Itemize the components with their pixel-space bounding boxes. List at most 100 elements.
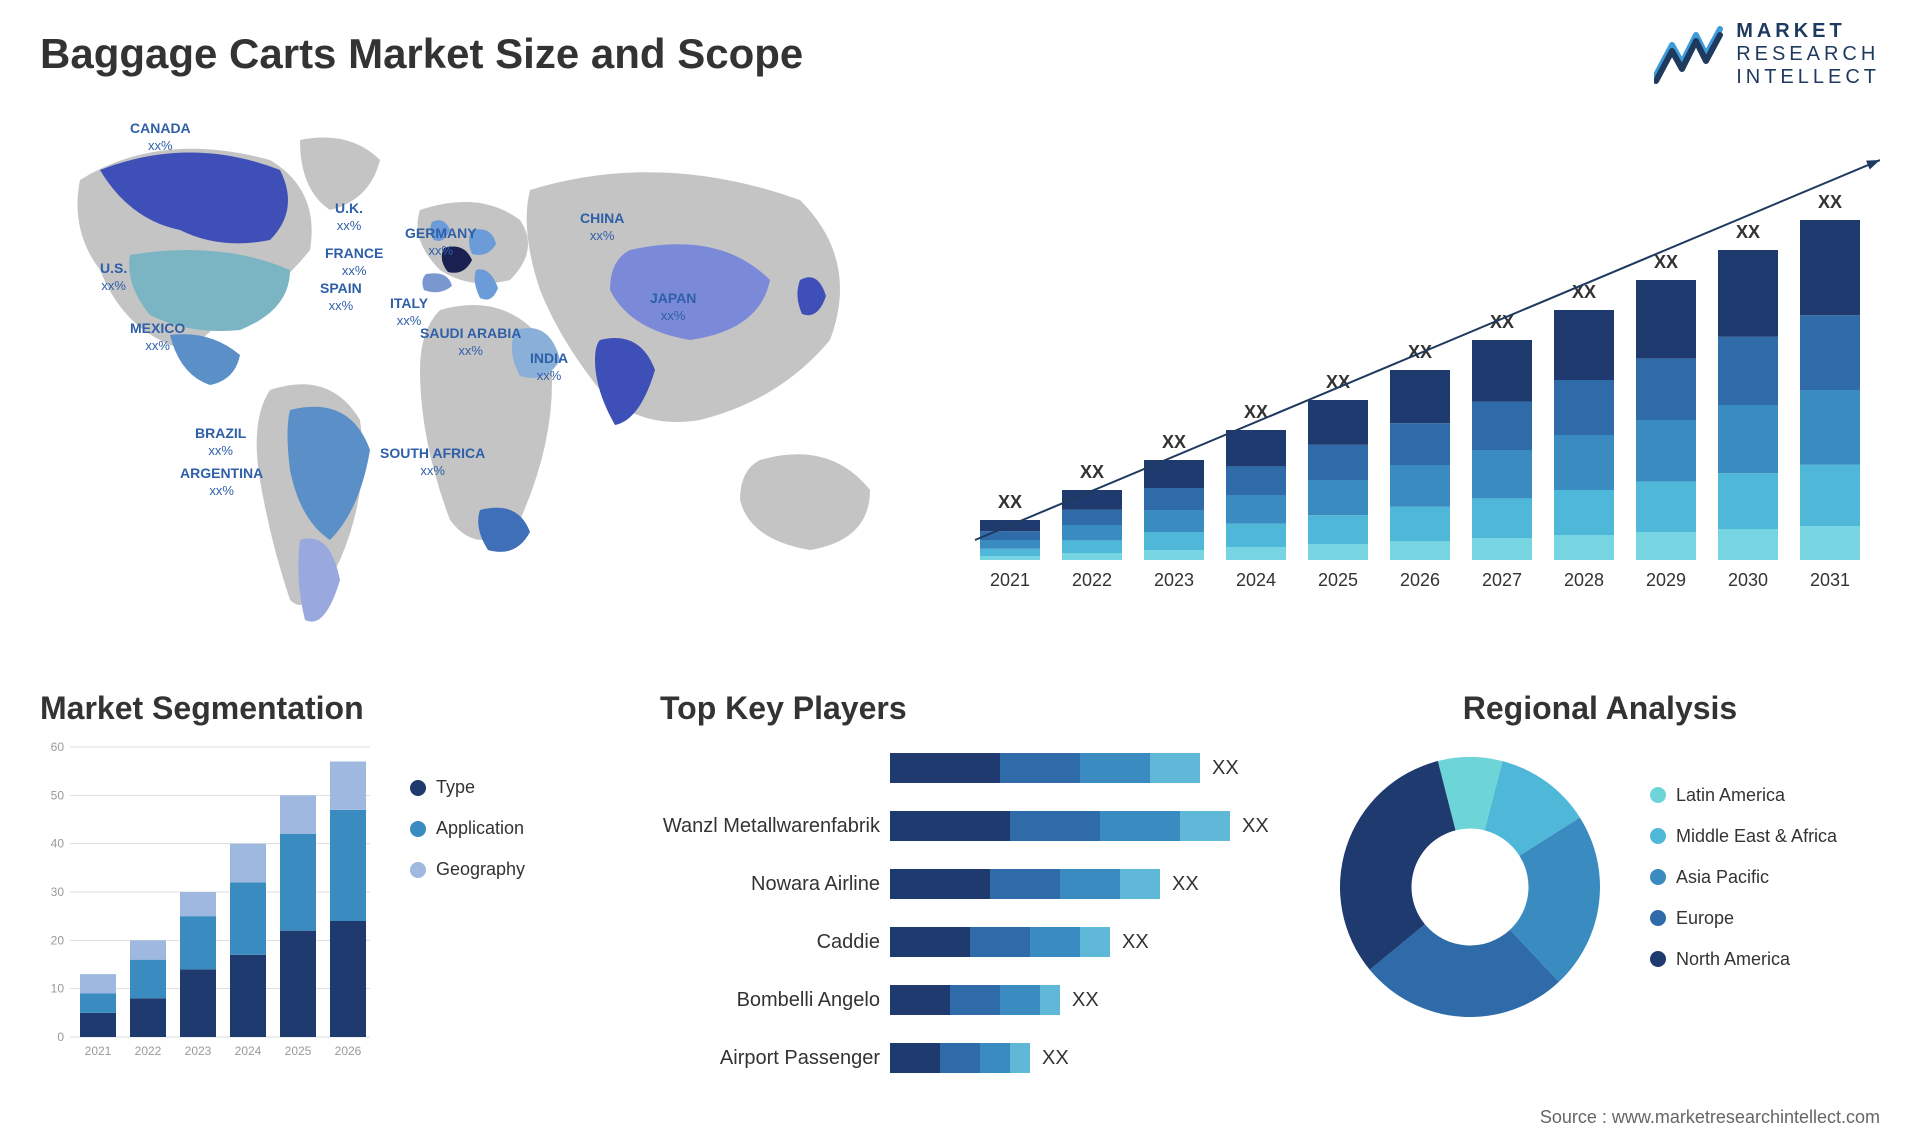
svg-text:XX: XX	[1654, 252, 1678, 272]
legend-dot-icon	[1650, 951, 1666, 967]
svg-text:2026: 2026	[1400, 570, 1440, 590]
svg-text:XX: XX	[998, 492, 1022, 512]
logo-line2: RESEARCH	[1736, 43, 1880, 66]
map-label-south-africa: SOUTH AFRICAxx%	[380, 445, 485, 479]
player-bar-segment	[1100, 811, 1180, 841]
map-label-germany: GERMANYxx%	[405, 225, 477, 259]
svg-text:0: 0	[57, 1030, 64, 1044]
map-label-japan: JAPANxx%	[650, 290, 696, 324]
map-label-france: FRANCExx%	[325, 245, 383, 279]
player-value: XX	[1122, 931, 1149, 954]
regional-legend-item: Latin America	[1650, 785, 1837, 806]
player-row: Caddie XX	[660, 921, 1280, 963]
svg-text:2023: 2023	[1154, 570, 1194, 590]
player-bar	[890, 1043, 1030, 1073]
player-row: Airport Passenger XX	[660, 1037, 1280, 1079]
svg-text:50: 50	[51, 788, 65, 802]
player-value: XX	[1042, 1047, 1069, 1070]
legend-label: Europe	[1676, 908, 1734, 929]
logo-text: MARKET RESEARCH INTELLECT	[1736, 20, 1880, 89]
world-map: CANADAxx%U.S.xx%MEXICOxx%BRAZILxx%ARGENT…	[40, 120, 920, 660]
player-bar-segment	[1120, 869, 1160, 899]
svg-text:2031: 2031	[1810, 570, 1850, 590]
segmentation-legend-item: Application	[410, 818, 525, 839]
svg-text:20: 20	[51, 933, 65, 947]
market-size-chart: XX2021XX2022XX2023XX2024XX2025XX2026XX20…	[960, 130, 1880, 610]
svg-text:2022: 2022	[1072, 570, 1112, 590]
legend-label: Middle East & Africa	[1676, 826, 1837, 847]
player-bar-segment	[1080, 753, 1150, 783]
player-bar-segment	[1060, 869, 1120, 899]
player-label: Nowara Airline	[660, 873, 890, 896]
legend-label: Latin America	[1676, 785, 1785, 806]
key-players-section: Top Key Players XXWanzl Metallwarenfabri…	[660, 690, 1280, 1095]
legend-dot-icon	[1650, 869, 1666, 885]
regional-legend-item: Middle East & Africa	[1650, 826, 1837, 847]
segmentation-section: Market Segmentation 01020304050602021202…	[40, 690, 600, 1067]
map-label-mexico: MEXICOxx%	[130, 320, 185, 354]
player-bar	[890, 869, 1160, 899]
svg-text:2025: 2025	[1318, 570, 1358, 590]
legend-dot-icon	[410, 821, 426, 837]
map-label-u-s-: U.S.xx%	[100, 260, 127, 294]
regional-legend-item: North America	[1650, 949, 1837, 970]
segmentation-title: Market Segmentation	[40, 690, 600, 727]
map-label-italy: ITALYxx%	[390, 295, 428, 329]
player-bar-segment	[1010, 1043, 1030, 1073]
player-bar-segment	[1080, 927, 1110, 957]
map-label-india: INDIAxx%	[530, 350, 568, 384]
map-label-argentina: ARGENTINAxx%	[180, 465, 263, 499]
legend-label: Asia Pacific	[1676, 867, 1769, 888]
logo-mark-icon	[1654, 25, 1724, 85]
market-size-chart-svg: XX2021XX2022XX2023XX2024XX2025XX2026XX20…	[960, 130, 1880, 610]
segmentation-legend-item: Type	[410, 777, 525, 798]
segmentation-legend-item: Geography	[410, 859, 525, 880]
player-row: XX	[660, 747, 1280, 789]
svg-text:2027: 2027	[1482, 570, 1522, 590]
player-label: Bombelli Angelo	[660, 989, 890, 1012]
player-value: XX	[1212, 757, 1239, 780]
player-bar-segment	[890, 753, 1000, 783]
player-value: XX	[1172, 873, 1199, 896]
page-title: Baggage Carts Market Size and Scope	[40, 30, 803, 78]
player-bar-segment	[890, 1043, 940, 1073]
regional-legend: Latin America Middle East & Africa Asia Pa…	[1650, 785, 1837, 990]
regional-section: Regional Analysis Latin AmericaMiddle Ea…	[1320, 690, 1880, 1037]
map-label-china: CHINAxx%	[580, 210, 624, 244]
player-label: Caddie	[660, 931, 890, 954]
player-bar-segment	[940, 1043, 980, 1073]
player-row: Nowara Airline XX	[660, 863, 1280, 905]
player-bar-segment	[970, 927, 1030, 957]
svg-text:2022: 2022	[135, 1044, 162, 1058]
legend-dot-icon	[1650, 910, 1666, 926]
legend-dot-icon	[1650, 787, 1666, 803]
logo-line1: MARKET	[1736, 20, 1880, 43]
legend-label: Type	[436, 777, 475, 798]
map-label-u-k-: U.K.xx%	[335, 200, 363, 234]
player-bar-segment	[1040, 985, 1060, 1015]
player-row: Wanzl MetallwarenfabrikXX	[660, 805, 1280, 847]
svg-text:2028: 2028	[1564, 570, 1604, 590]
svg-text:XX: XX	[1162, 432, 1186, 452]
key-players-title: Top Key Players	[660, 690, 1280, 727]
player-bar-segment	[890, 869, 990, 899]
player-bar-segment	[890, 811, 1010, 841]
map-label-brazil: BRAZILxx%	[195, 425, 246, 459]
player-row: Bombelli AngeloXX	[660, 979, 1280, 1021]
player-label: Airport Passenger	[660, 1047, 890, 1070]
player-bar-segment	[980, 1043, 1010, 1073]
map-label-saudi-arabia: SAUDI ARABIAxx%	[420, 325, 521, 359]
player-bar	[890, 985, 1060, 1015]
player-value: XX	[1242, 815, 1269, 838]
svg-text:30: 30	[51, 885, 65, 899]
regional-legend-item: Europe	[1650, 908, 1837, 929]
segmentation-legend: Type Application Geography	[410, 737, 525, 1067]
regional-donut-svg	[1320, 737, 1620, 1037]
svg-text:2023: 2023	[185, 1044, 212, 1058]
svg-text:2024: 2024	[1236, 570, 1276, 590]
legend-dot-icon	[410, 780, 426, 796]
svg-text:XX: XX	[1326, 372, 1350, 392]
svg-text:60: 60	[51, 740, 65, 754]
legend-dot-icon	[410, 862, 426, 878]
svg-text:2021: 2021	[85, 1044, 112, 1058]
